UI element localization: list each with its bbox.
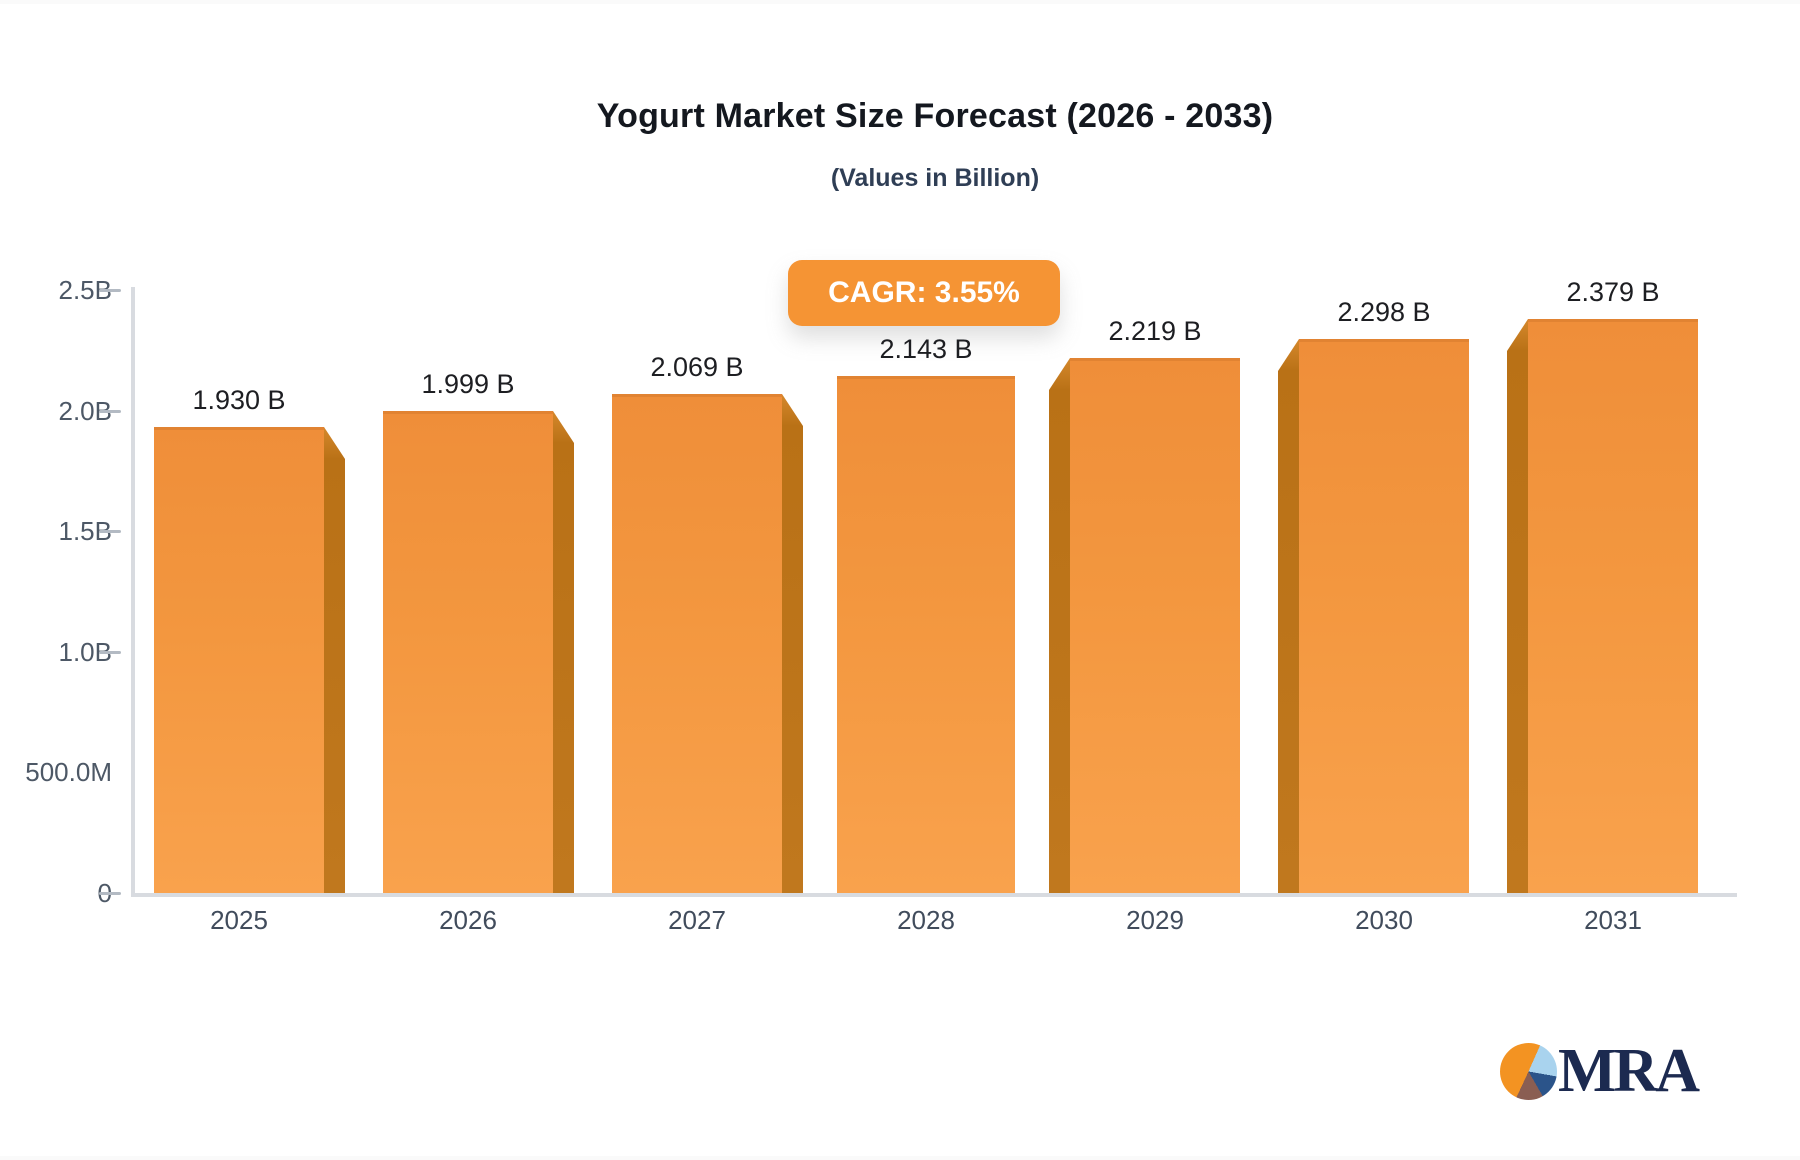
- bar-face: [1528, 319, 1698, 893]
- bar-value-label: 2.298 B: [1337, 297, 1431, 327]
- x-axis-label: 2031: [1584, 905, 1642, 935]
- y-tick-label: 500.0M: [25, 757, 112, 788]
- bar-side-face: [1507, 319, 1528, 893]
- x-axis-label: 2030: [1355, 905, 1413, 935]
- bar: [1049, 358, 1240, 893]
- bar-face: [1070, 358, 1240, 893]
- bar-value-label: 1.930 B: [192, 385, 286, 415]
- y-tick-dash: [99, 289, 121, 292]
- y-tick-dash: [99, 409, 121, 413]
- cagr-badge: CAGR: 3.55%: [788, 260, 1060, 326]
- y-tick-dash: [99, 892, 121, 895]
- bar: [1507, 319, 1698, 893]
- bar-side-face: [324, 427, 345, 893]
- logo-text: MRA: [1558, 1036, 1700, 1105]
- y-tick-label: 1.5B: [58, 516, 113, 547]
- bar: [612, 394, 803, 893]
- y-tick-dash: [99, 650, 121, 654]
- bar-value-label: 2.069 B: [650, 352, 744, 382]
- bar-side-face: [1049, 358, 1070, 893]
- bar-side-face: [553, 411, 574, 893]
- bar-side-face: [782, 394, 803, 893]
- bar-face: [837, 376, 1015, 893]
- x-axis-line: [131, 893, 1737, 897]
- bar-side-face: [1278, 339, 1299, 893]
- bar-face: [612, 394, 782, 893]
- x-axis-label: 2025: [210, 905, 268, 935]
- x-axis-label: 2026: [439, 905, 497, 935]
- y-tick-dash: [99, 530, 121, 534]
- bar-face: [154, 427, 324, 893]
- x-axis-label: 2028: [897, 905, 955, 935]
- y-tick-label: 0: [12, 877, 112, 909]
- bar: [837, 376, 1015, 893]
- bar: [1278, 339, 1469, 893]
- bar: [383, 411, 574, 893]
- y-tick-label: 2.5B: [58, 275, 113, 305]
- x-axis-label: 2027: [668, 905, 726, 935]
- bar-value-label: 2.143 B: [879, 334, 973, 364]
- y-tick-label: 1.0B: [58, 636, 113, 667]
- chart-subtitle: (Values in Billion): [830, 164, 1040, 192]
- bar-face: [1299, 339, 1469, 893]
- chart-title: Yogurt Market Size Forecast (2026 - 2033…: [596, 97, 1274, 135]
- bar-value-label: 1.999 B: [421, 369, 515, 399]
- cagr-badge-label: CAGR: 3.55%: [828, 276, 1020, 309]
- bar-value-label: 2.219 B: [1108, 316, 1202, 346]
- bar-value-label: 2.379 B: [1566, 277, 1660, 307]
- y-tick-label: 2.0B: [58, 395, 113, 426]
- plot-area: 2.5B 2.0B 1.5B 1.0B 500.0M 0 1.930 B 2025 1.999 …: [0, 4, 1800, 1160]
- pie-chart-logo-icon: [1500, 1042, 1557, 1100]
- bar: [154, 427, 345, 893]
- bar-face: [383, 411, 553, 893]
- x-axis-label: 2029: [1126, 905, 1184, 935]
- mra-logo: MRA: [1500, 1036, 1700, 1105]
- y-axis-line: [131, 287, 135, 897]
